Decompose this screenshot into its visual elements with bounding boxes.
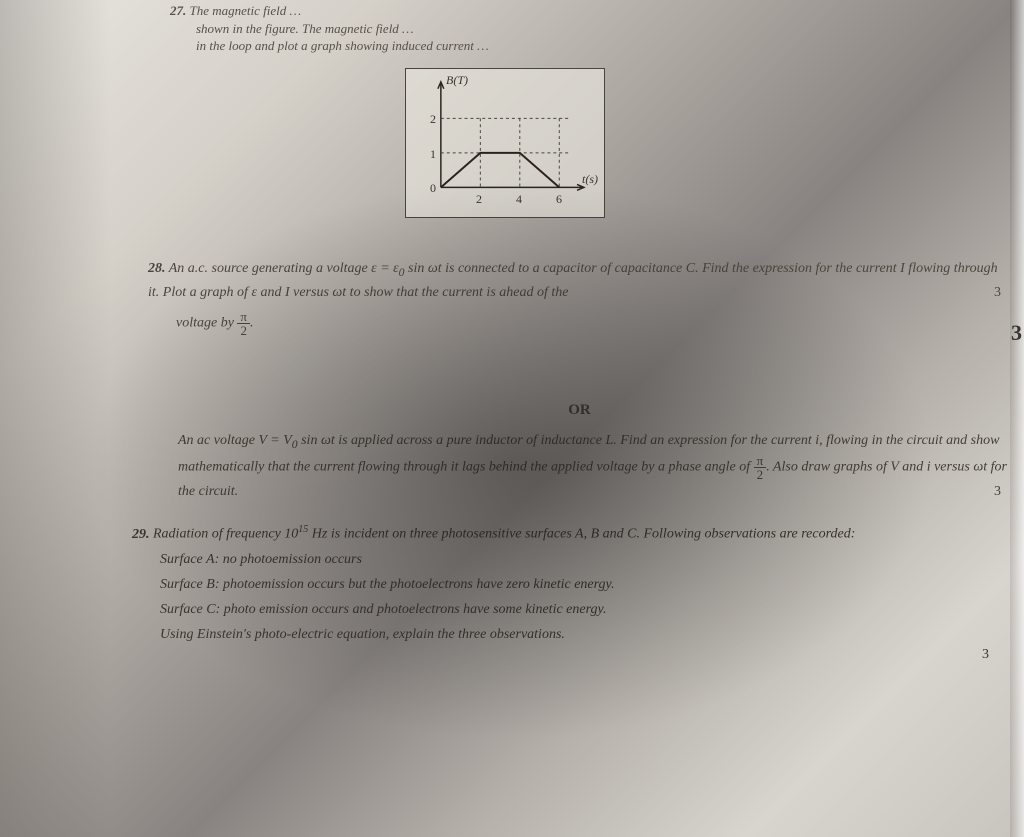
x-axis-title: t(s) xyxy=(582,172,598,187)
x-tick-2: 2 xyxy=(476,192,482,207)
q29-number: 29. xyxy=(132,523,150,546)
q29-closing: Using Einstein's photo-electric equation… xyxy=(132,623,1009,646)
surface-c: Surface C: photo emission occurs and pho… xyxy=(132,598,1009,621)
q27-line2: shown in the figure. The magnetic field … xyxy=(170,21,414,36)
q29-intro-b: Hz is incident on three photosensitive s… xyxy=(308,527,855,542)
q28or-marks: 3 xyxy=(994,481,1009,503)
q29-marks: 3 xyxy=(982,643,997,666)
surface-b: Surface B: photoemission occurs but the … xyxy=(132,573,1009,596)
q27-number: 27. xyxy=(170,3,186,18)
q29-intro-a: Radiation of frequency 10 xyxy=(153,527,298,542)
bt-graph: B(T) t(s) 0 1 2 xyxy=(405,68,605,218)
q28-text-a: An a.c. source generating a voltage ε = … xyxy=(169,261,399,276)
page-spine-shadow xyxy=(0,0,110,837)
page-right-edge xyxy=(1010,0,1024,837)
fraction-pi-over-2-b: π2 xyxy=(754,454,767,481)
y-tick-2: 2 xyxy=(430,112,436,127)
y-tick-1: 1 xyxy=(430,147,436,162)
or-label: OR xyxy=(150,398,1009,422)
question-28: 28. An a.c. source generating a voltage … xyxy=(148,258,1009,337)
q28-text-d: . xyxy=(250,315,254,330)
q28or-text-a: An ac voltage V = V xyxy=(178,433,292,448)
q27-line3: in the loop and plot a graph showing ind… xyxy=(170,38,489,53)
question-27: 27. The magnetic field … shown in the fi… xyxy=(170,2,489,55)
q27-line1: The magnetic field … xyxy=(190,3,302,18)
question-28-or: OR An ac voltage V = V0 sin ωt is applie… xyxy=(150,390,1009,504)
x-tick-4: 4 xyxy=(516,192,522,207)
x-tick-6: 6 xyxy=(556,192,562,207)
surface-a: Surface A: no photoemission occurs xyxy=(132,548,1009,571)
y-tick-0: 0 xyxy=(430,181,436,196)
question-29: 29. Radiation of frequency 1015 Hz is in… xyxy=(132,522,1009,646)
q28-number: 28. xyxy=(148,258,166,280)
fraction-pi-over-2: π2 xyxy=(237,310,250,337)
q29-exp: 15 xyxy=(298,524,308,535)
q28-text-c: voltage by xyxy=(176,315,237,330)
side-page-number: 3 xyxy=(1011,320,1022,346)
y-axis-title: B(T) xyxy=(446,73,468,88)
q28-marks: 3 xyxy=(994,282,1009,304)
